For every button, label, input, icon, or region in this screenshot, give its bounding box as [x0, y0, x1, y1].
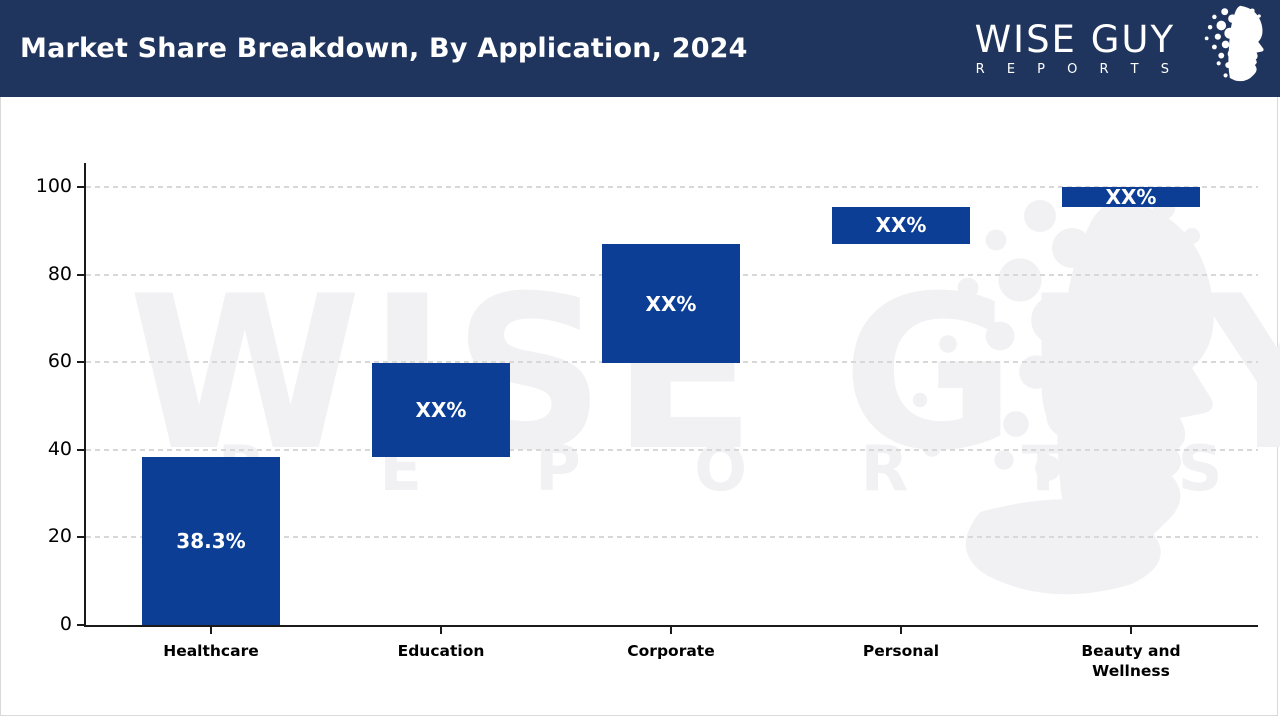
- y-tick-mark: [77, 361, 84, 364]
- bar-corporate: XX%: [602, 243, 740, 364]
- x-tick-label: Healthcare: [163, 642, 259, 660]
- y-tick-label: 0: [59, 613, 72, 635]
- x-tick-mark: [900, 627, 902, 634]
- y-tick-mark: [77, 536, 84, 539]
- x-tick-mark: [1130, 627, 1132, 634]
- x-tick-mark: [210, 627, 212, 634]
- gridline: [86, 448, 1258, 451]
- bar-value-label: XX%: [415, 398, 467, 423]
- gridline: [86, 536, 1258, 539]
- gridline: [86, 186, 1258, 188]
- x-axis-line: [84, 625, 1258, 627]
- wise-guy-logo: WISE GUY R E P O R T S: [972, 3, 1280, 95]
- y-tick-mark: [77, 186, 84, 188]
- y-tick-mark: [77, 273, 84, 276]
- bar-education: XX%: [372, 363, 510, 458]
- logo-wordmark: WISE GUY: [974, 18, 1176, 61]
- x-tick-label: Personal: [862, 642, 940, 660]
- y-tick-mark: [77, 624, 84, 626]
- bar-value-label: XX%: [1105, 184, 1157, 209]
- x-tick-label: Education: [397, 642, 485, 660]
- y-tick-label: 40: [47, 437, 72, 460]
- logo-subtitle: R E P O R T S: [975, 62, 1178, 77]
- x-tick-mark: [670, 627, 672, 634]
- y-tick-label: 20: [47, 525, 72, 548]
- y-axis-line: [84, 163, 86, 627]
- watermark-dotted-head-icon: [820, 160, 1220, 604]
- bar-value-label: 38.3%: [176, 529, 246, 554]
- bar-beauty-and-wellness: XX%: [1062, 184, 1200, 209]
- bar-value-label: XX%: [875, 213, 927, 238]
- logo-text: WISE GUY R E P O R T S: [972, 21, 1178, 76]
- header-bar: Market Share Breakdown, By Application, …: [0, 0, 1280, 97]
- y-tick-label: 100: [35, 175, 72, 197]
- x-tick-label: Corporate: [627, 642, 715, 660]
- logo-dotted-head-icon: [1180, 3, 1266, 95]
- y-tick-label: 60: [47, 350, 72, 373]
- bar-value-label: XX%: [645, 291, 697, 316]
- y-tick-label: 80: [47, 262, 72, 285]
- page-title: Market Share Breakdown, By Application, …: [20, 33, 748, 64]
- x-tick-label: Beauty and Wellness: [1081, 642, 1181, 681]
- bar-healthcare: 38.3%: [142, 457, 280, 625]
- x-tick-mark: [440, 627, 442, 634]
- bar-personal: XX%: [832, 206, 970, 244]
- y-tick-mark: [77, 448, 84, 451]
